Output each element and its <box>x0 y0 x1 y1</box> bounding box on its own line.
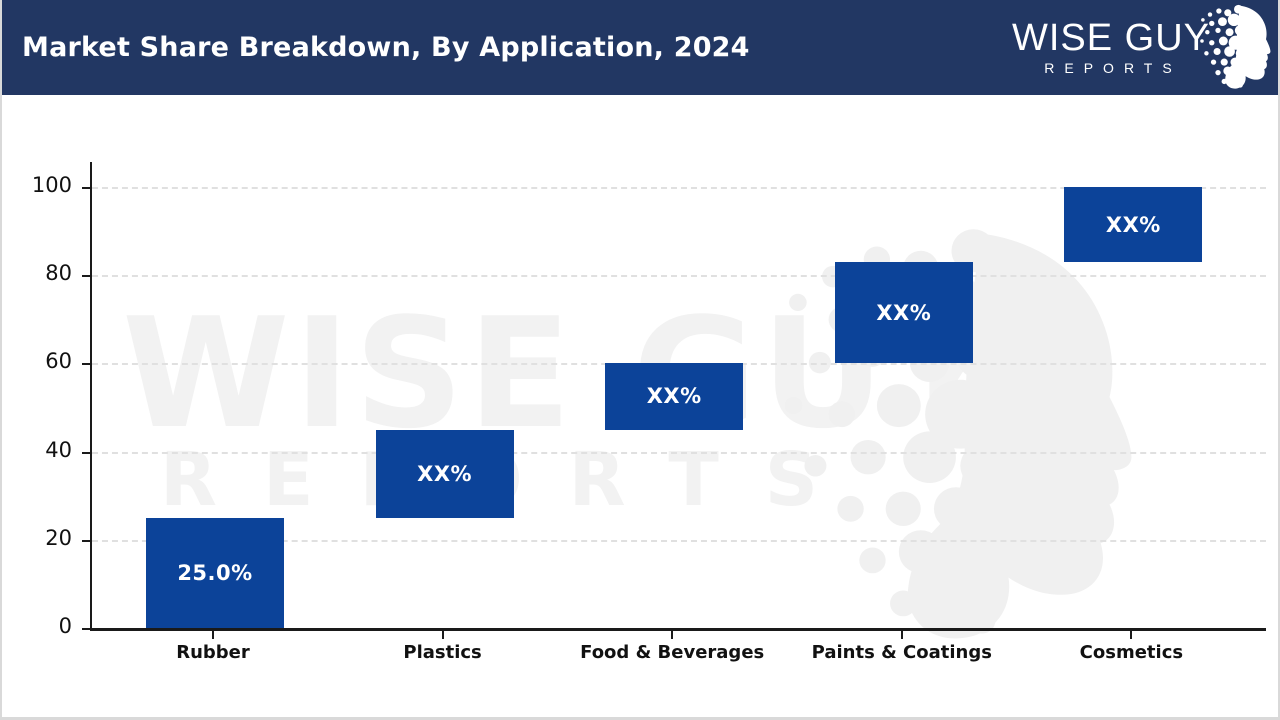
bar-paints-coatings: XX% <box>834 261 973 364</box>
bar-value-label: XX% <box>417 461 473 486</box>
wiseguy-logo-name: WISE GUY <box>1011 17 1210 59</box>
x-tick-mark <box>441 631 444 639</box>
y-tick-label: 60 <box>45 349 72 374</box>
grid-line <box>92 275 1266 278</box>
header-bar: Market Share Breakdown, By Application, … <box>2 0 1278 95</box>
bar-plastics: XX% <box>375 429 514 518</box>
bar-value-label: XX% <box>646 384 702 409</box>
y-tick-mark <box>82 451 90 454</box>
grid-line <box>92 451 1266 454</box>
bar-cosmetics: XX% <box>1064 187 1203 262</box>
wiseguy-logo: WISE GUY REPORTS <box>1012 4 1278 92</box>
bar-value-label: 25.0% <box>177 560 253 585</box>
y-tick-label: 20 <box>45 525 72 550</box>
x-tick-label: Plastics <box>403 642 482 663</box>
x-tick-mark <box>212 631 214 639</box>
x-tick-mark <box>671 631 674 639</box>
bar-value-label: XX% <box>876 300 932 325</box>
y-tick-mark <box>82 628 90 630</box>
bar-food-beverages: XX% <box>605 363 744 430</box>
wiseguy-logo-reports: REPORTS <box>1044 60 1182 76</box>
page-title: Market Share Breakdown, By Application, … <box>22 32 750 63</box>
y-tick-label: 40 <box>45 437 72 462</box>
bar-rubber: 25.0% <box>146 517 284 628</box>
y-tick-mark <box>82 275 90 278</box>
plot-area: 25.0% XX% XX% XX% XX% <box>90 162 1266 631</box>
grid-line <box>92 187 1266 189</box>
y-tick-mark <box>82 539 90 542</box>
y-tick-mark <box>82 187 90 189</box>
grid-line <box>92 539 1266 542</box>
y-tick-label: 0 <box>58 614 72 638</box>
x-tick-label: Rubber <box>176 642 250 663</box>
wiseguy-logo-text: WISE GUY REPORTS <box>1012 19 1210 76</box>
y-tick-label: 100 <box>31 173 72 197</box>
bar-value-label: XX% <box>1105 212 1161 237</box>
chart-area: WISE GUY REPORTS 25.0%XX%XX%XX%XX% 02040… <box>2 95 1278 715</box>
y-tick-mark <box>82 363 90 366</box>
y-tick-label: 80 <box>45 261 72 286</box>
